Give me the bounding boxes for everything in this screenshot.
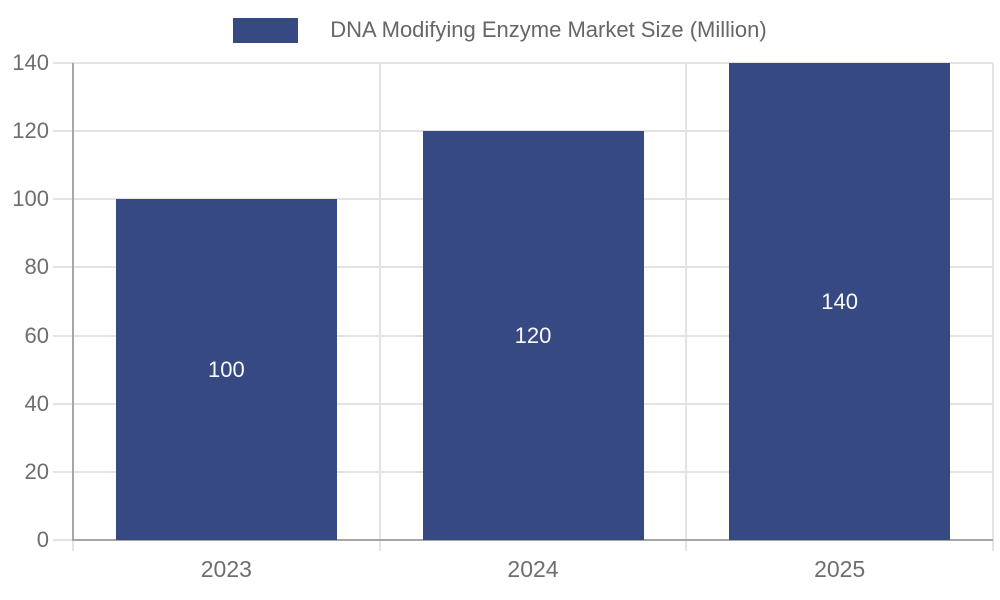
- x-axis-line: [72, 539, 993, 541]
- x-tick-label: 2023: [200, 556, 252, 582]
- chart-title: DNA Modifying Enzyme Market Size (Millio…: [330, 17, 767, 42]
- grid-line-v: [378, 63, 381, 540]
- bar-2025: 140: [729, 63, 951, 540]
- y-tick-label: 120: [12, 118, 49, 144]
- y-tick-label: 60: [24, 322, 49, 348]
- y-tick: [53, 130, 73, 133]
- y-axis-line: [72, 63, 74, 540]
- y-tick: [53, 470, 73, 473]
- y-tick-label: 80: [24, 254, 49, 280]
- grid-line-h: [73, 62, 993, 64]
- y-tick-label: 20: [24, 458, 49, 484]
- y-tick-label: 140: [12, 50, 49, 75]
- y-tick-label: 100: [12, 186, 49, 212]
- bar-2024: 120: [422, 131, 644, 540]
- y-tick: [53, 62, 73, 64]
- x-tick: [992, 540, 994, 551]
- y-tick-label: 40: [24, 390, 49, 416]
- y-tick-label: 0: [36, 527, 49, 552]
- y-tick: [53, 539, 73, 541]
- y-tick: [53, 266, 73, 269]
- bar-value-label: 120: [514, 322, 552, 348]
- x-tick: [72, 540, 74, 551]
- grid-line-v: [992, 63, 994, 540]
- x-tick: [378, 540, 381, 551]
- x-tick-label: 2024: [507, 556, 559, 582]
- chart-legend: DNA Modifying Enzyme Market Size (Millio…: [0, 17, 1000, 43]
- y-tick: [53, 198, 73, 201]
- bar-2023: 100: [115, 199, 337, 540]
- x-tick: [685, 540, 688, 551]
- plot-area: 0 20 40 60 80 100 120 140 100 120 140 2023 2024 2025: [12, 50, 994, 582]
- x-tick-label: 2025: [814, 556, 866, 582]
- y-tick: [53, 334, 73, 337]
- grid-line-v: [685, 63, 688, 540]
- bar-value-label: 100: [207, 356, 245, 382]
- legend-swatch: [233, 17, 299, 43]
- y-tick: [53, 402, 73, 405]
- bar-value-label: 140: [821, 288, 859, 314]
